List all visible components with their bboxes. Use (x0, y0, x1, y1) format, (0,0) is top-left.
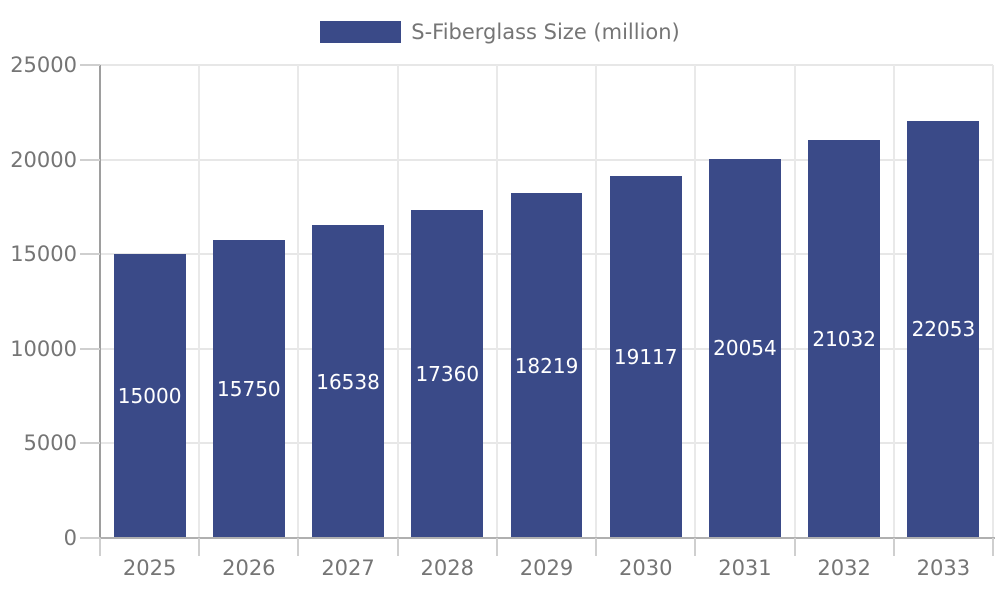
x-axis-tick (595, 538, 598, 556)
gridline-v (892, 65, 895, 538)
y-tick-label: 10000 (10, 336, 77, 361)
x-tick-label: 2030 (618, 556, 673, 580)
x-tick-label: 2027 (321, 556, 375, 580)
bar[interactable] (212, 240, 285, 538)
legend-swatch (320, 21, 402, 43)
x-axis-tick (99, 538, 101, 556)
bar[interactable] (907, 120, 980, 538)
gridline-v (198, 65, 201, 538)
x-tick-label: 2025 (122, 556, 177, 580)
bar-value-label: 15750 (217, 377, 281, 401)
y-tick-label: 15000 (10, 242, 77, 267)
y-axis-tick (80, 64, 100, 66)
x-axis-line (99, 537, 995, 539)
x-tick-label: 2029 (519, 556, 574, 580)
y-axis-line (99, 65, 101, 540)
x-axis-tick (198, 538, 201, 556)
bar[interactable] (312, 225, 384, 538)
bar[interactable] (808, 140, 881, 538)
y-axis-tick (80, 158, 100, 161)
gridline-h (100, 158, 993, 161)
plot-area: 15000 15750 16538 17360 18219 19117 20054 21032… (100, 64, 994, 538)
legend-label: S-Fiberglass Size (million) (411, 20, 680, 44)
bar[interactable] (411, 209, 484, 538)
x-tick-label: 2026 (222, 556, 276, 580)
y-axis-tick (80, 253, 100, 256)
y-axis-tick (80, 347, 100, 350)
bar[interactable] (510, 193, 583, 538)
x-tick-label: 2031 (718, 556, 772, 580)
bar-value-label: 17360 (415, 361, 480, 386)
bar-value-label: 22053 (911, 317, 976, 342)
x-axis-tick (396, 538, 399, 556)
bar-value-label: 21032 (812, 327, 876, 352)
x-tick-label: 2033 (916, 556, 971, 580)
bar-value-label: 19117 (613, 345, 678, 370)
bar-value-label: 16538 (316, 369, 380, 394)
y-axis-tick (80, 442, 100, 445)
x-tick-label: 2032 (817, 556, 871, 580)
bar[interactable] (113, 254, 186, 538)
gridline-h (100, 64, 993, 66)
x-tick-label: 2028 (420, 556, 474, 580)
gridline-v (595, 65, 598, 538)
y-axis-tick (80, 537, 100, 539)
bar[interactable] (609, 176, 682, 538)
bar-value-label: 15000 (117, 384, 182, 409)
x-axis-tick (992, 538, 994, 556)
y-tick-label: 0 (63, 526, 77, 550)
x-axis-tick (892, 538, 895, 556)
gridline-v (992, 65, 994, 538)
y-tick-label: 25000 (10, 53, 77, 77)
bar-value-label: 20054 (713, 336, 777, 361)
y-tick-label: 5000 (23, 431, 77, 456)
bar-value-label: 18219 (514, 353, 579, 378)
x-axis-tick (495, 538, 498, 556)
x-axis-tick (694, 538, 697, 556)
bar[interactable] (708, 158, 781, 538)
gridline-v (495, 65, 498, 538)
y-tick-label: 20000 (10, 147, 77, 172)
legend[interactable]: S-Fiberglass Size (million) (0, 20, 1000, 44)
gridline-v (396, 65, 399, 538)
gridline-v (694, 65, 697, 538)
gridline-v (793, 65, 796, 538)
x-axis-tick (793, 538, 796, 556)
gridline-v (297, 65, 300, 538)
x-axis-tick (297, 538, 300, 556)
